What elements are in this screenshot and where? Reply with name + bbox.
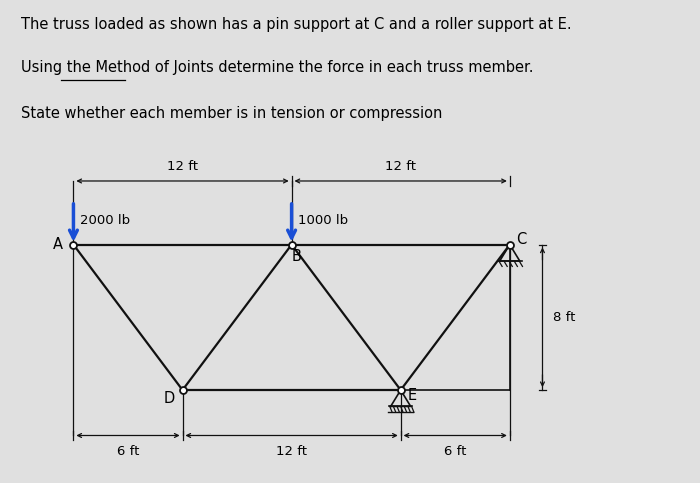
Text: State whether each member is in tension or compression: State whether each member is in tension …	[21, 106, 442, 121]
Text: C: C	[517, 232, 526, 247]
Text: 2000 lb: 2000 lb	[80, 214, 130, 227]
Text: 6 ft: 6 ft	[117, 444, 139, 457]
Text: 12 ft: 12 ft	[385, 160, 416, 173]
Text: 12 ft: 12 ft	[276, 444, 307, 457]
Text: 1000 lb: 1000 lb	[298, 214, 348, 227]
Text: Using the Method of Joints determine the force in each truss member.: Using the Method of Joints determine the…	[21, 60, 533, 75]
Text: B: B	[292, 249, 302, 264]
Text: E: E	[408, 388, 417, 403]
Text: 8 ft: 8 ft	[554, 311, 576, 324]
Text: A: A	[53, 237, 63, 252]
Text: 12 ft: 12 ft	[167, 160, 198, 173]
Text: The truss loaded as shown has a pin support at C and a roller support at E.: The truss loaded as shown has a pin supp…	[21, 17, 572, 32]
Text: 6 ft: 6 ft	[444, 444, 466, 457]
Text: D: D	[163, 391, 174, 406]
